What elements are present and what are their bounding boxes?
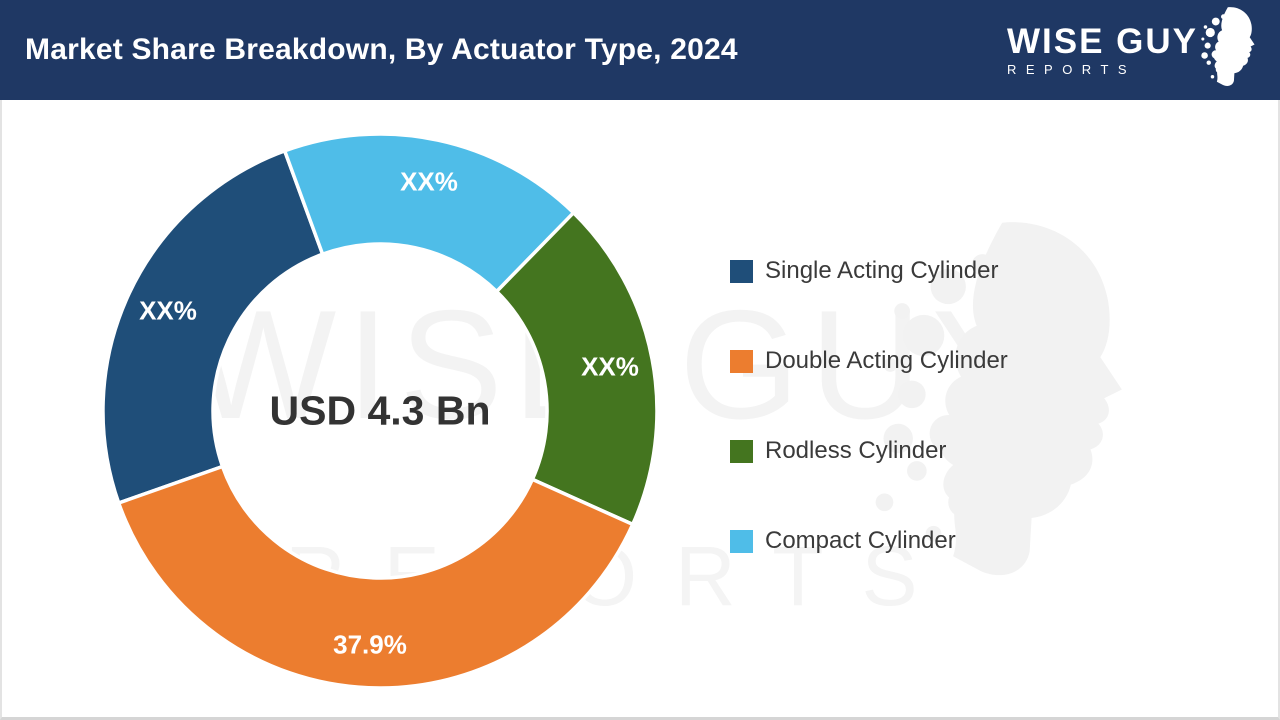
slice-value-label: XX% <box>581 351 639 382</box>
brand-wordmark: WISE GUY <box>1006 22 1198 61</box>
brand-logo: WISE GUY REPORTS <box>1007 4 1266 96</box>
donut-slice <box>282 132 576 294</box>
legend-swatch <box>730 529 753 553</box>
header: Market Share Breakdown, By Actuator Type… <box>0 0 1280 100</box>
legend-swatch <box>730 259 753 283</box>
slice-value-label: 37.9% <box>333 629 407 660</box>
slice-value-label: XX% <box>139 295 197 326</box>
legend-item-label: Single Acting Cylinder <box>765 257 999 284</box>
legend-item: Single Acting Cylinder <box>730 257 998 285</box>
legend-item-label: Compact Cylinder <box>765 527 956 554</box>
donut-center-label: USD 4.3 Bn <box>269 387 491 434</box>
legend-item-label: Double Acting Cylinder <box>765 347 1008 374</box>
chart-area: WISE GUY REPORTS XX% XX% XX% 37.9% USD 4.3 … <box>0 100 1280 720</box>
legend-item-label: Rodless Cylinder <box>765 437 947 464</box>
wiseguy-head-watermark <box>875 222 1122 576</box>
donut-slice <box>101 149 325 505</box>
legend-item: Compact Cylinder <box>730 527 956 555</box>
donut-slice <box>116 464 635 690</box>
legend: Single Acting Cylinder Double Acting Cyli… <box>730 100 1150 717</box>
brand-reports-label: REPORTS <box>1006 62 1137 77</box>
slice-value-label: XX% <box>400 166 458 197</box>
legend-item: Double Acting Cylinder <box>730 347 1008 375</box>
legend-swatch <box>730 349 753 373</box>
legend-item: Rodless Cylinder <box>730 437 946 465</box>
donut-slice <box>494 211 659 527</box>
donut-chart <box>101 132 659 690</box>
legend-swatch <box>730 439 753 463</box>
brand-text: WISE GUY REPORTS <box>1007 24 1198 76</box>
wiseguy-head-icon <box>1201 7 1255 86</box>
page-title: Market Share Breakdown, By Actuator Type… <box>25 33 738 66</box>
